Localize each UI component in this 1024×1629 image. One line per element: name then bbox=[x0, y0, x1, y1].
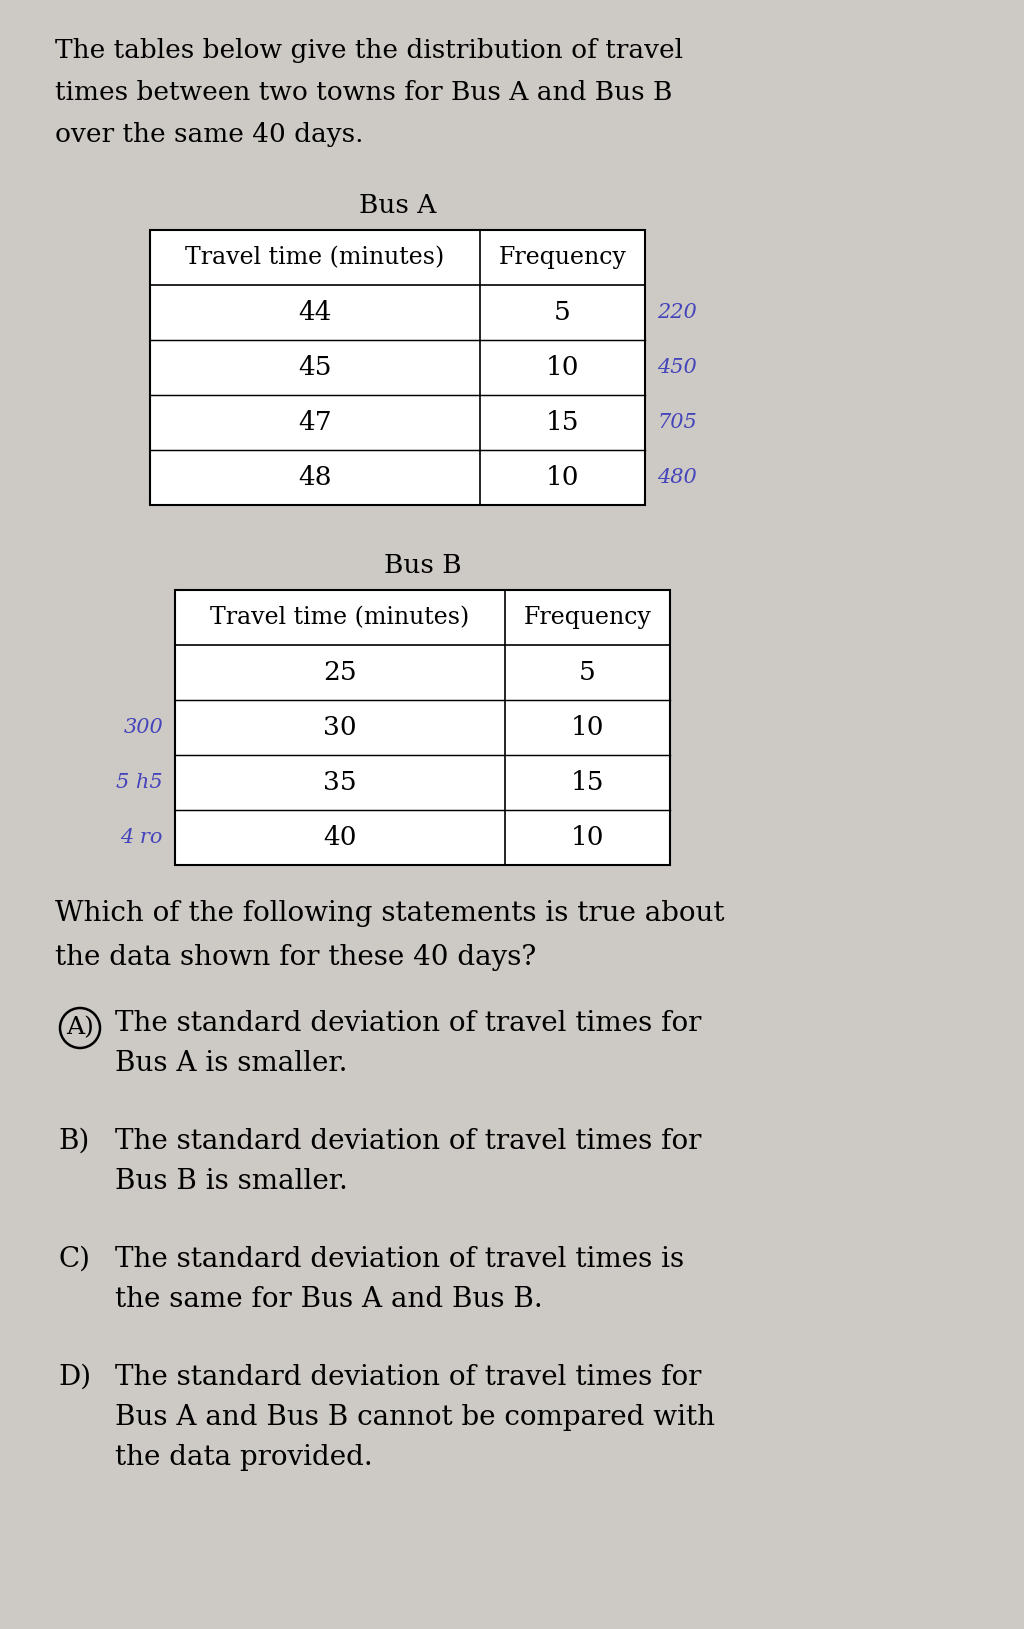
Text: 25: 25 bbox=[324, 660, 356, 686]
Text: Frequency: Frequency bbox=[523, 606, 651, 629]
Text: 300: 300 bbox=[123, 718, 163, 736]
Text: The standard deviation of travel times for: The standard deviation of travel times f… bbox=[115, 1363, 701, 1391]
Text: Bus B is smaller.: Bus B is smaller. bbox=[115, 1168, 348, 1196]
Text: the data shown for these 40 days?: the data shown for these 40 days? bbox=[55, 943, 537, 971]
Text: 44: 44 bbox=[298, 300, 332, 326]
Text: The tables below give the distribution of travel: The tables below give the distribution o… bbox=[55, 37, 683, 64]
Text: The standard deviation of travel times is: The standard deviation of travel times i… bbox=[115, 1246, 684, 1272]
Text: the same for Bus A and Bus B.: the same for Bus A and Bus B. bbox=[115, 1285, 543, 1313]
Text: the data provided.: the data provided. bbox=[115, 1443, 373, 1471]
Text: over the same 40 days.: over the same 40 days. bbox=[55, 122, 364, 147]
Text: 40: 40 bbox=[324, 824, 356, 850]
Text: 48: 48 bbox=[298, 464, 332, 490]
Text: 45: 45 bbox=[298, 355, 332, 380]
Text: The standard deviation of travel times for: The standard deviation of travel times f… bbox=[115, 1010, 701, 1038]
Text: 10: 10 bbox=[570, 824, 604, 850]
Text: 5: 5 bbox=[580, 660, 596, 686]
Text: 10: 10 bbox=[546, 464, 580, 490]
Text: 220: 220 bbox=[657, 303, 696, 323]
Bar bbox=[150, 230, 645, 505]
Text: Travel time (minutes): Travel time (minutes) bbox=[210, 606, 470, 629]
Text: 15: 15 bbox=[570, 771, 604, 795]
Text: Bus A is smaller.: Bus A is smaller. bbox=[115, 1051, 347, 1077]
Text: 47: 47 bbox=[298, 411, 332, 435]
Text: 705: 705 bbox=[657, 414, 696, 432]
Text: Bus A: Bus A bbox=[358, 192, 436, 218]
Text: C): C) bbox=[58, 1246, 90, 1272]
Text: 480: 480 bbox=[657, 468, 696, 487]
Text: B): B) bbox=[58, 1127, 89, 1155]
Text: 450: 450 bbox=[657, 358, 696, 376]
Text: Bus A and Bus B cannot be compared with: Bus A and Bus B cannot be compared with bbox=[115, 1404, 715, 1430]
Text: Travel time (minutes): Travel time (minutes) bbox=[185, 246, 444, 269]
Text: 5 h5: 5 h5 bbox=[117, 774, 163, 792]
Text: Bus B: Bus B bbox=[384, 552, 462, 578]
Text: 35: 35 bbox=[324, 771, 356, 795]
Text: 10: 10 bbox=[546, 355, 580, 380]
Text: D): D) bbox=[58, 1363, 91, 1391]
Text: 30: 30 bbox=[324, 715, 356, 740]
Text: Which of the following statements is true about: Which of the following statements is tru… bbox=[55, 899, 725, 927]
Text: times between two towns for Bus A and Bus B: times between two towns for Bus A and Bu… bbox=[55, 80, 673, 104]
Text: 15: 15 bbox=[546, 411, 580, 435]
Bar bbox=[175, 590, 670, 865]
Text: 5: 5 bbox=[554, 300, 570, 326]
Text: A): A) bbox=[67, 1016, 94, 1039]
Text: The standard deviation of travel times for: The standard deviation of travel times f… bbox=[115, 1127, 701, 1155]
Text: 4 ro: 4 ro bbox=[121, 828, 163, 847]
Text: Frequency: Frequency bbox=[499, 246, 627, 269]
Text: 10: 10 bbox=[570, 715, 604, 740]
